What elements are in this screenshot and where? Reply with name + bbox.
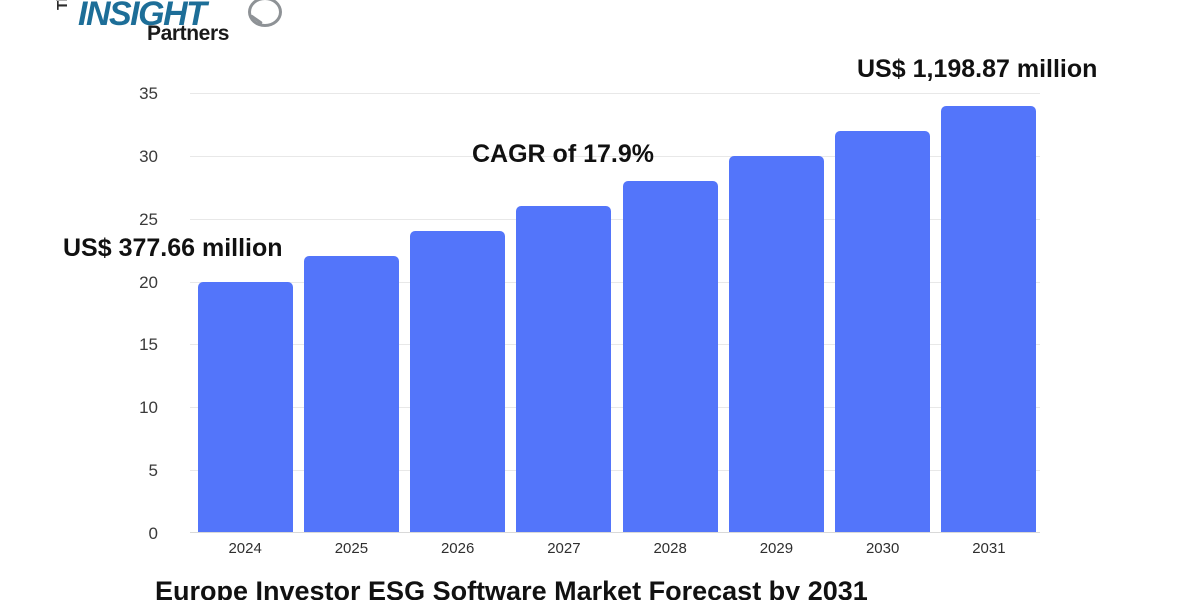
y-axis-tick-label: 10 xyxy=(139,398,158,418)
bar-2024 xyxy=(197,281,293,533)
x-axis-tick-label: 2025 xyxy=(334,540,369,557)
gridline xyxy=(190,407,1040,409)
bar-2025 xyxy=(303,256,399,533)
axis-baseline xyxy=(190,532,1040,533)
y-axis-tick-label: 25 xyxy=(139,209,158,229)
x-axis-tick-label: 2029 xyxy=(759,540,794,557)
y-axis-tick-label: 30 xyxy=(139,146,158,166)
gridline xyxy=(190,470,1040,472)
gridline xyxy=(190,281,1040,283)
plot-area xyxy=(190,93,1040,533)
bar-2029 xyxy=(728,155,824,533)
annotation-end-value: US$ 1,198.87 million xyxy=(857,55,1098,83)
gridline xyxy=(190,93,1040,94)
y-axis-tick-label: 15 xyxy=(139,335,158,355)
magnifying-glass-icon xyxy=(248,0,282,27)
x-axis-tick-label: 2026 xyxy=(440,540,475,557)
bar-2026 xyxy=(410,231,506,533)
gridline xyxy=(190,344,1040,346)
bar-2031 xyxy=(941,105,1037,533)
x-axis-tick-label: 2028 xyxy=(653,540,687,557)
x-axis-tick-label: 2024 xyxy=(228,540,262,557)
bar-2028 xyxy=(622,181,718,533)
insight-partners-logo: The INSIGHT Partners xyxy=(52,0,302,50)
x-axis-tick-label: 2031 xyxy=(972,540,1006,557)
gridline xyxy=(190,155,1040,157)
chart-title: Europe Investor ESG Software Market Fore… xyxy=(155,576,868,600)
annotation-cagr: CAGR of 17.9% xyxy=(472,140,654,168)
annotation-start-value: US$ 377.66 million xyxy=(63,234,283,262)
y-axis-tick-label: 5 xyxy=(148,461,158,481)
bar-2030 xyxy=(835,130,931,533)
logo-the-text: The xyxy=(54,0,71,10)
logo-insight-text: INSIGHT xyxy=(78,0,207,33)
logo-partners-text: Partners xyxy=(147,22,230,45)
x-axis-tick-label: 2027 xyxy=(547,540,581,557)
y-axis-tick-label: 35 xyxy=(139,84,158,103)
y-axis-tick-label: 20 xyxy=(139,272,158,292)
y-axis-tick-label: 0 xyxy=(148,524,158,543)
bar-2027 xyxy=(516,206,612,533)
gridline xyxy=(190,218,1040,220)
x-axis-tick-label: 2030 xyxy=(865,540,900,557)
